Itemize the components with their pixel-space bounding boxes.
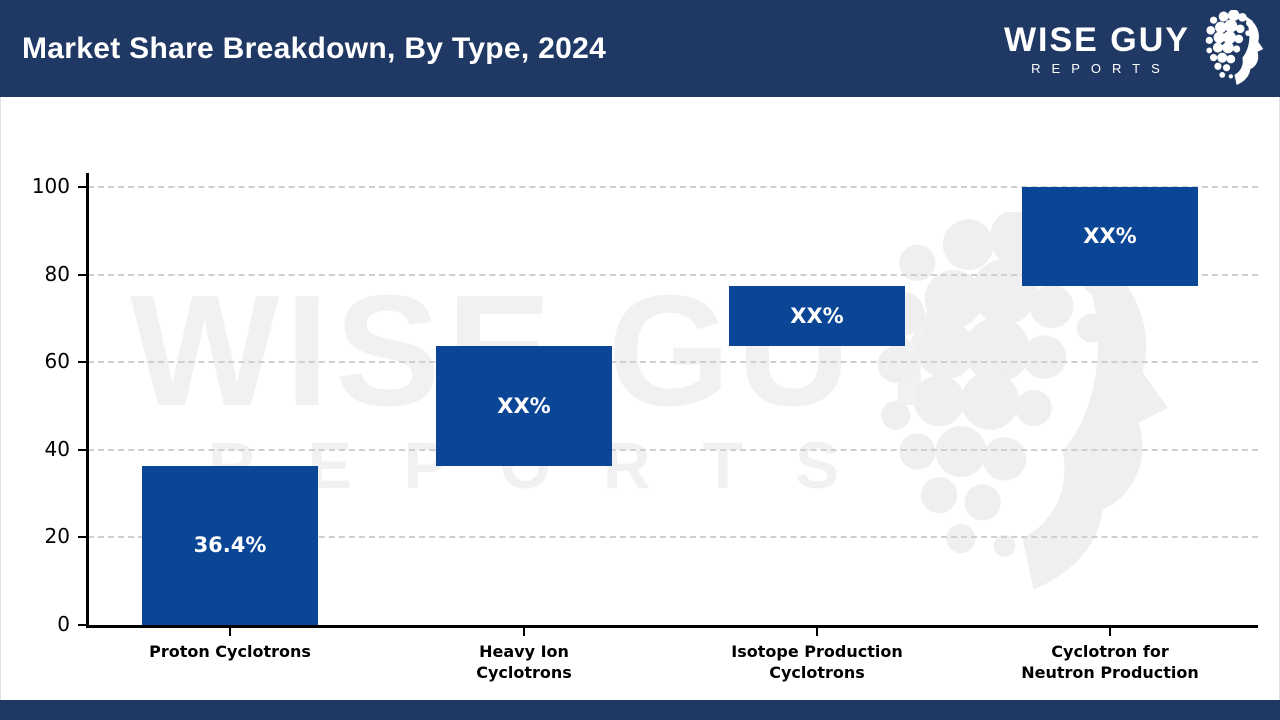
x-tick-mark — [816, 627, 818, 636]
bar-label: XX% — [497, 393, 551, 418]
y-tick-label: 40 — [44, 436, 70, 461]
y-tick-mark — [78, 361, 88, 364]
x-tick-label: Isotope Production Cyclotrons — [667, 641, 967, 683]
x-tick-label: Cyclotron for Neutron Production — [960, 641, 1260, 683]
x-tick-mark — [1109, 627, 1111, 636]
y-tick-label: 20 — [44, 524, 70, 549]
x-tick-mark — [523, 627, 525, 636]
x-tick-label-line: Isotope Production — [731, 642, 903, 661]
gridline — [88, 361, 1258, 364]
y-tick-label: 80 — [44, 261, 70, 286]
y-axis-line — [86, 173, 89, 628]
chart-title: Market Share Breakdown, By Type, 2024 — [22, 31, 607, 65]
x-tick-label-line: Cyclotron for — [1051, 642, 1169, 661]
brand-logo-text: WISE GUY REPORTS — [1004, 22, 1190, 76]
y-tick-label: 100 — [31, 174, 70, 198]
bar: 36.4% — [142, 465, 318, 625]
gridline — [88, 273, 1258, 276]
x-axis-line — [88, 625, 1258, 628]
bar: XX% — [1022, 187, 1198, 286]
bar: XX% — [729, 285, 905, 346]
y-tick-mark — [78, 624, 88, 626]
footer-bar — [0, 700, 1280, 720]
gridline — [88, 448, 1258, 451]
x-tick-label-line: Cyclotrons — [769, 663, 865, 682]
y-tick-mark — [78, 448, 88, 451]
x-tick-label-line: Cyclotrons — [476, 663, 572, 682]
bar-label: XX% — [790, 303, 844, 328]
bar: XX% — [436, 345, 612, 466]
bar-label: XX% — [1083, 224, 1137, 249]
y-tick-mark — [78, 186, 88, 188]
x-tick-label: Heavy Ion Cyclotrons — [374, 641, 674, 683]
x-tick-label-line: Proton Cyclotrons — [149, 642, 311, 661]
y-tick-mark — [78, 536, 88, 539]
logo-face-icon — [1205, 9, 1264, 85]
gridline — [88, 186, 1258, 188]
y-tick-label: 0 — [57, 612, 70, 636]
x-tick-label-line: Neutron Production — [1021, 663, 1199, 682]
y-tick-mark — [78, 273, 88, 276]
header-bar: Market Share Breakdown, By Type, 2024 WI… — [0, 0, 1280, 97]
gridline — [88, 536, 1258, 539]
x-tick-label-line: Heavy Ion — [479, 642, 569, 661]
logo-reports-text: REPORTS — [1031, 60, 1171, 76]
y-tick-label: 60 — [44, 349, 70, 374]
x-tick-mark — [229, 627, 231, 636]
x-tick-label: Proton Cyclotrons — [80, 641, 380, 662]
brand-logo: WISE GUY REPORTS — [1004, 9, 1264, 88]
logo-wiseguy-text: WISE GUY — [1003, 20, 1190, 59]
bar-label: 36.4% — [193, 533, 267, 558]
